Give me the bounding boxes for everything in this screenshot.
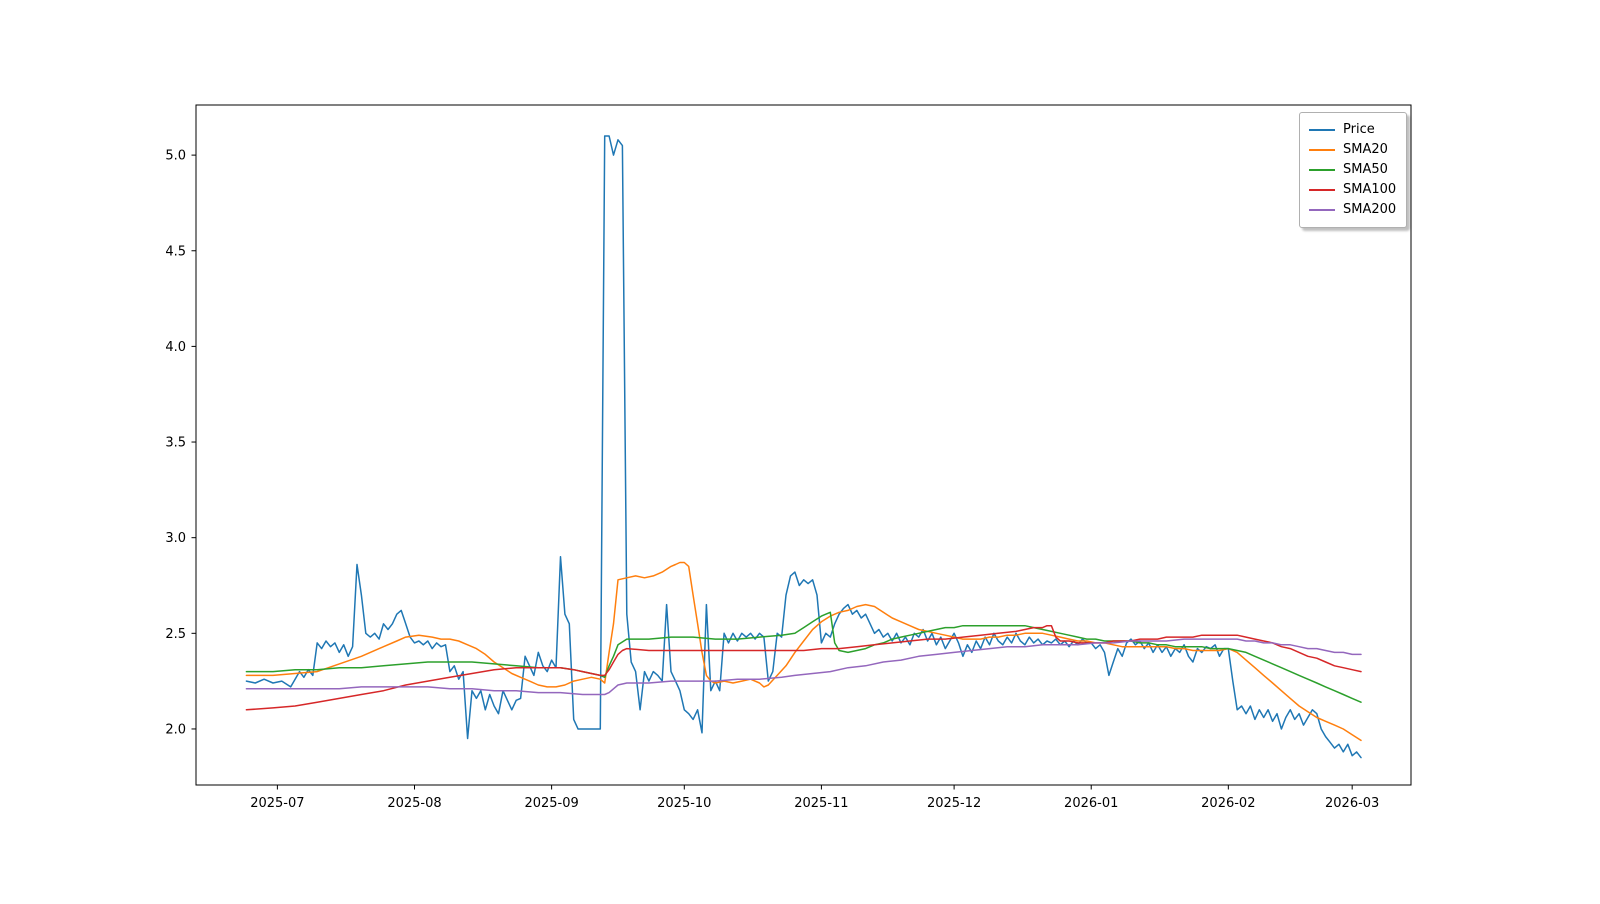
y-tick-label: 4.5 [165, 244, 186, 259]
legend-swatch [1309, 189, 1335, 191]
y-tick-label: 4.0 [165, 340, 186, 355]
x-tick-label: 2026-01 [1064, 796, 1118, 811]
series-line-sma200 [245, 638, 1362, 696]
x-tick-label: 2025-09 [524, 796, 578, 811]
y-tick-label: 5.0 [165, 149, 186, 164]
legend-swatch [1309, 149, 1335, 151]
legend-entry: SMA20 [1309, 140, 1396, 160]
y-tick-label: 3.0 [165, 531, 186, 546]
legend-swatch [1309, 209, 1335, 211]
legend-entry: SMA50 [1309, 160, 1396, 180]
legend-entry: Price [1309, 120, 1396, 140]
x-tick-label: 2025-10 [657, 796, 711, 811]
y-tick-label: 2.5 [165, 627, 186, 642]
axes-frame [195, 104, 1412, 786]
legend-label: SMA200 [1343, 202, 1397, 217]
legend-entry: SMA100 [1309, 180, 1396, 200]
legend-label: Price [1343, 122, 1375, 137]
series-line-sma20 [245, 561, 1362, 742]
series-line-price [245, 135, 1362, 759]
series-line-sma100 [245, 624, 1362, 711]
x-tick-label: 2025-11 [794, 796, 848, 811]
y-tick-label: 3.5 [165, 436, 186, 451]
x-tick-label: 2025-12 [927, 796, 981, 811]
legend-label: SMA20 [1343, 142, 1388, 157]
x-tick-label: 2026-02 [1201, 796, 1255, 811]
legend-label: SMA100 [1343, 182, 1397, 197]
legend-label: SMA50 [1343, 162, 1388, 177]
x-tick-label: 2025-08 [387, 796, 441, 811]
x-tick-label: 2025-07 [250, 796, 304, 811]
legend: Price SMA20 SMA50 SMA100 SMA200 [1299, 112, 1408, 228]
legend-swatch [1309, 169, 1335, 171]
y-tick-label: 2.0 [165, 722, 186, 737]
legend-entry: SMA200 [1309, 200, 1396, 220]
legend-swatch [1309, 129, 1335, 131]
x-tick-label: 2026-03 [1325, 796, 1379, 811]
